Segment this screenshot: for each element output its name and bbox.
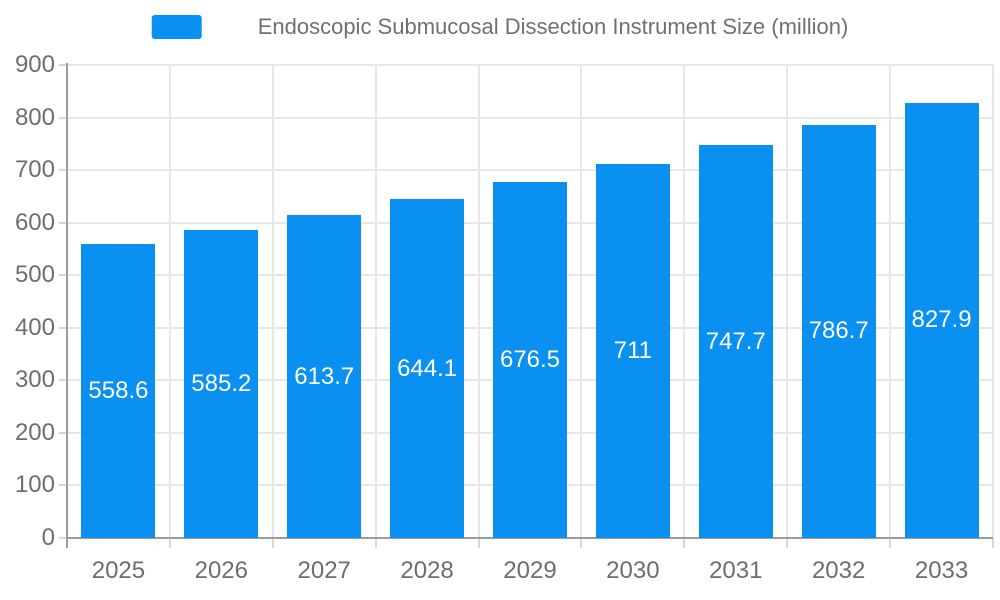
legend-swatch xyxy=(151,15,202,39)
x-gridline xyxy=(168,65,171,538)
bar[interactable] xyxy=(904,102,979,538)
bar-value-label: 585.2 xyxy=(191,370,252,398)
x-tick xyxy=(992,538,994,548)
x-tick xyxy=(477,538,480,548)
x-gridline xyxy=(683,65,686,538)
x-gridline xyxy=(477,65,480,538)
y-axis-label: 100 xyxy=(14,471,55,499)
x-axis-label: 2026 xyxy=(194,557,248,584)
y-tick xyxy=(59,221,67,224)
x-axis-label: 2025 xyxy=(91,557,146,584)
x-tick xyxy=(374,538,377,548)
bar[interactable] xyxy=(595,164,670,538)
x-tick xyxy=(786,538,789,548)
bar[interactable] xyxy=(698,145,773,538)
y-axis-line xyxy=(66,63,68,548)
bar[interactable] xyxy=(287,215,362,538)
y-tick xyxy=(59,379,67,382)
x-gridline xyxy=(374,65,377,538)
bar-value-label: 676.5 xyxy=(499,346,561,374)
x-axis-label: 2031 xyxy=(709,557,763,584)
y-axis-label: 200 xyxy=(14,418,55,446)
y-gridline xyxy=(67,64,993,66)
x-axis-label: 2032 xyxy=(811,557,866,584)
bar-value-label: 827.9 xyxy=(911,306,972,334)
y-gridline xyxy=(67,169,993,172)
x-gridline xyxy=(992,65,994,538)
legend-item[interactable]: Endoscopic Submucosal Dissection Instrum… xyxy=(151,14,849,40)
bar[interactable] xyxy=(390,199,465,538)
x-gridline xyxy=(889,65,892,538)
x-tick xyxy=(271,538,274,548)
x-tick xyxy=(683,538,686,548)
x-axis-label: 2027 xyxy=(297,557,351,584)
y-tick xyxy=(59,274,67,277)
x-gridline xyxy=(271,65,274,538)
bar[interactable] xyxy=(493,182,567,538)
y-axis-label: 400 xyxy=(14,313,55,341)
x-tick xyxy=(889,538,892,548)
x-tick xyxy=(168,538,171,548)
y-axis-label: 300 xyxy=(14,366,55,394)
x-axis-label: 2030 xyxy=(606,557,660,584)
y-tick xyxy=(59,537,67,539)
bar-value-label: 644.1 xyxy=(397,354,458,382)
bar-value-label: 613.7 xyxy=(294,362,355,390)
bar[interactable] xyxy=(81,244,156,538)
y-axis-label: 500 xyxy=(14,261,55,289)
y-axis-label: 900 xyxy=(14,51,55,78)
bar-value-label: 711 xyxy=(613,337,652,365)
bar[interactable] xyxy=(801,124,876,538)
x-gridline xyxy=(580,65,583,538)
y-tick xyxy=(59,326,67,329)
x-axis-label: 2033 xyxy=(914,557,969,584)
bar-value-label: 747.7 xyxy=(705,327,766,355)
y-axis-label: 800 xyxy=(14,103,55,131)
y-tick xyxy=(59,484,67,487)
y-tick xyxy=(59,64,67,66)
bar[interactable] xyxy=(184,230,259,538)
legend-label: Endoscopic Submucosal Dissection Instrum… xyxy=(257,14,849,39)
bar-value-label: 786.7 xyxy=(808,317,869,345)
y-tick xyxy=(59,431,67,434)
y-axis-label: 700 xyxy=(14,156,55,184)
x-axis-label: 2028 xyxy=(400,557,454,584)
y-tick xyxy=(59,169,67,172)
x-axis-line xyxy=(67,537,993,539)
bar-value-label: 558.6 xyxy=(88,377,149,405)
x-tick xyxy=(580,538,583,548)
x-axis-label: 2029 xyxy=(503,557,557,584)
x-gridline xyxy=(786,65,789,538)
y-gridline xyxy=(67,116,993,119)
y-axis-label: 600 xyxy=(14,208,55,236)
y-tick xyxy=(59,116,67,119)
y-axis-label: 0 xyxy=(41,524,55,551)
